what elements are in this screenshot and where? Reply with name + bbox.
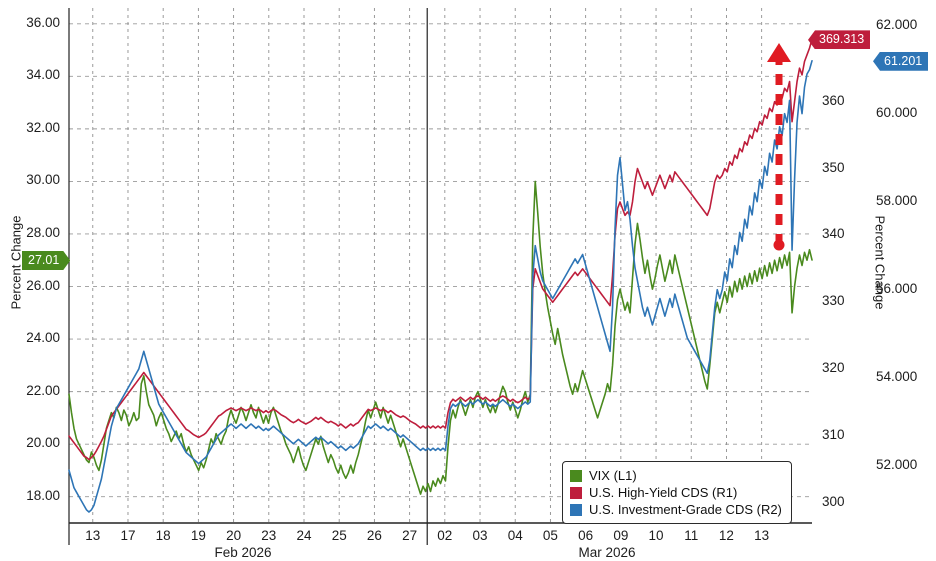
r2-tick-label: 58.000 — [876, 192, 918, 208]
up-arrow-annotation — [767, 43, 791, 251]
x-tick-label: 13 — [754, 528, 770, 543]
left-tick-label: 24.00 — [26, 330, 60, 346]
left-tick-label: 26.00 — [26, 277, 60, 293]
r2-value-badge: 61.201 — [873, 51, 929, 71]
x-tick-label: 12 — [718, 528, 734, 543]
x-tick-label: 27 — [402, 528, 418, 543]
r2-tick-label: 60.000 — [876, 104, 918, 120]
r2-tick-label: 62.000 — [876, 16, 918, 32]
left-tick-label: 18.00 — [26, 487, 60, 503]
x-tick-label: 24 — [296, 528, 312, 543]
x-tick-label: 19 — [190, 528, 206, 543]
legend-item-label: U.S. High-Yield CDS (R1) — [589, 485, 738, 500]
x-tick-label: 02 — [437, 528, 453, 543]
r2-tick-label: 54.000 — [876, 368, 918, 384]
r1-tick-label: 340 — [822, 226, 845, 242]
gridlines — [69, 8, 812, 523]
x-tick-label: 23 — [261, 528, 277, 543]
r1-tick-label: 330 — [822, 293, 845, 309]
left-tick-label: 22.00 — [26, 382, 60, 398]
legend-color-swatch — [570, 503, 582, 516]
legend-item[interactable]: U.S. Investment-Grade CDS (R2) — [570, 501, 782, 518]
x-tick-label: 11 — [684, 528, 699, 543]
x-month-label: Mar 2026 — [578, 545, 636, 560]
x-tick-label: 25 — [331, 528, 347, 543]
series-lines — [68, 38, 813, 513]
x-tick-label: 10 — [648, 528, 664, 543]
left-tick-label: 20.00 — [26, 435, 60, 451]
r1-tick-label: 350 — [822, 159, 845, 175]
x-month-label: Feb 2026 — [214, 545, 272, 560]
x-tick-label: 06 — [578, 528, 594, 543]
x-tick-label: 20 — [226, 528, 242, 543]
r1-tick-label: 320 — [822, 360, 845, 376]
left-tick-label: 34.00 — [26, 67, 60, 83]
legend-color-swatch — [570, 469, 582, 482]
left-tick-label: 36.00 — [26, 14, 60, 30]
x-tick-label: 03 — [472, 528, 488, 543]
x-tick-label: 04 — [507, 528, 523, 543]
x-tick-label: 18 — [155, 528, 171, 543]
r2-tick-label: 52.000 — [876, 456, 918, 472]
x-tick-label: 13 — [85, 528, 101, 543]
r2-tick-label: 56.000 — [876, 280, 918, 296]
r1-tick-label: 300 — [822, 493, 845, 509]
series-R1 — [68, 38, 813, 461]
left-axis-value-badge: 27.01 — [22, 251, 70, 270]
legend-color-swatch — [570, 486, 582, 499]
left-tick-label: 32.00 — [26, 119, 60, 135]
left-tick-label: 30.00 — [26, 172, 60, 188]
x-tick-label: 05 — [542, 528, 558, 543]
legend-item-label: U.S. Investment-Grade CDS (R2) — [589, 502, 782, 517]
series-R2 — [68, 59, 813, 513]
r1-tick-label: 310 — [822, 427, 845, 443]
x-tick-label: 26 — [366, 528, 382, 543]
x-tick-label: 09 — [613, 528, 629, 543]
chart-legend: VIX (L1) U.S. High-Yield CDS (R1) U.S. Inv… — [562, 461, 792, 524]
series-L1 — [68, 180, 813, 495]
left-tick-label: 28.00 — [26, 224, 60, 240]
legend-item-label: VIX (L1) — [589, 468, 637, 483]
x-tick-label: 17 — [120, 528, 136, 543]
legend-item[interactable]: U.S. High-Yield CDS (R1) — [570, 484, 782, 501]
r1-tick-label: 360 — [822, 92, 845, 108]
legend-item[interactable]: VIX (L1) — [570, 467, 782, 484]
r1-value-badge: 369.313 — [808, 30, 871, 50]
